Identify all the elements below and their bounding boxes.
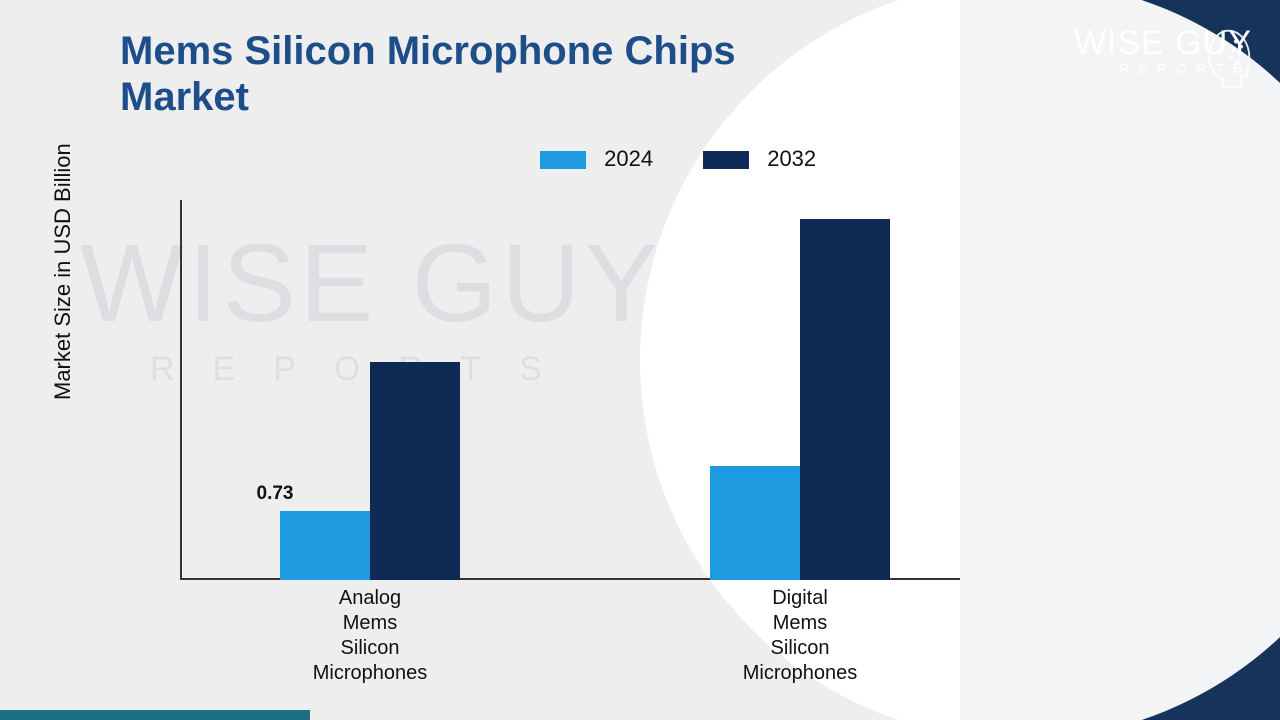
page: WISE GUY REPORTS WISE GUY REPORTS Mems S…	[0, 0, 1280, 720]
legend-item: 2024	[540, 146, 653, 172]
cat-line: Microphones	[313, 662, 428, 684]
brand-logo: WISE GUY REPORTS	[1074, 24, 1252, 76]
bar-group-digital	[710, 219, 890, 580]
cat-line: Mems	[773, 612, 827, 634]
legend-swatch-2024	[540, 151, 586, 169]
cat-line: Silicon	[341, 637, 400, 659]
y-axis-line	[180, 200, 182, 580]
cat-line: Mems	[343, 612, 397, 634]
bar-analog-2032	[370, 362, 460, 580]
legend-item: 2032	[703, 146, 816, 172]
bar-value-label: 0.73	[230, 483, 320, 505]
cat-line: Silicon	[771, 637, 830, 659]
cat-line: Digital	[772, 587, 828, 609]
cat-line: Analog	[339, 587, 401, 609]
chart-title: Mems Silicon Microphone Chips Market	[120, 28, 740, 120]
bar-digital-2024	[710, 466, 800, 580]
legend-swatch-2032	[703, 151, 749, 169]
plot-area: 0.73 Analog Mems Silicon Microphones Dig…	[180, 200, 960, 580]
head-icon	[1200, 28, 1256, 92]
chart: Market Size in USD Billion 2024 2032 0.7…	[60, 140, 960, 700]
accent-bar	[0, 710, 310, 720]
category-label-digital: Digital Mems Silicon Microphones	[700, 586, 900, 686]
y-axis-label: Market Size in USD Billion	[50, 143, 76, 400]
legend-label: 2032	[767, 146, 816, 171]
cat-line: Microphones	[743, 662, 858, 684]
bar-analog-2024	[280, 511, 370, 580]
legend-label: 2024	[604, 146, 653, 171]
bar-digital-2032	[800, 219, 890, 580]
bar-group-analog	[280, 362, 460, 580]
category-label-analog: Analog Mems Silicon Microphones	[270, 586, 470, 686]
legend: 2024 2032	[540, 146, 816, 172]
